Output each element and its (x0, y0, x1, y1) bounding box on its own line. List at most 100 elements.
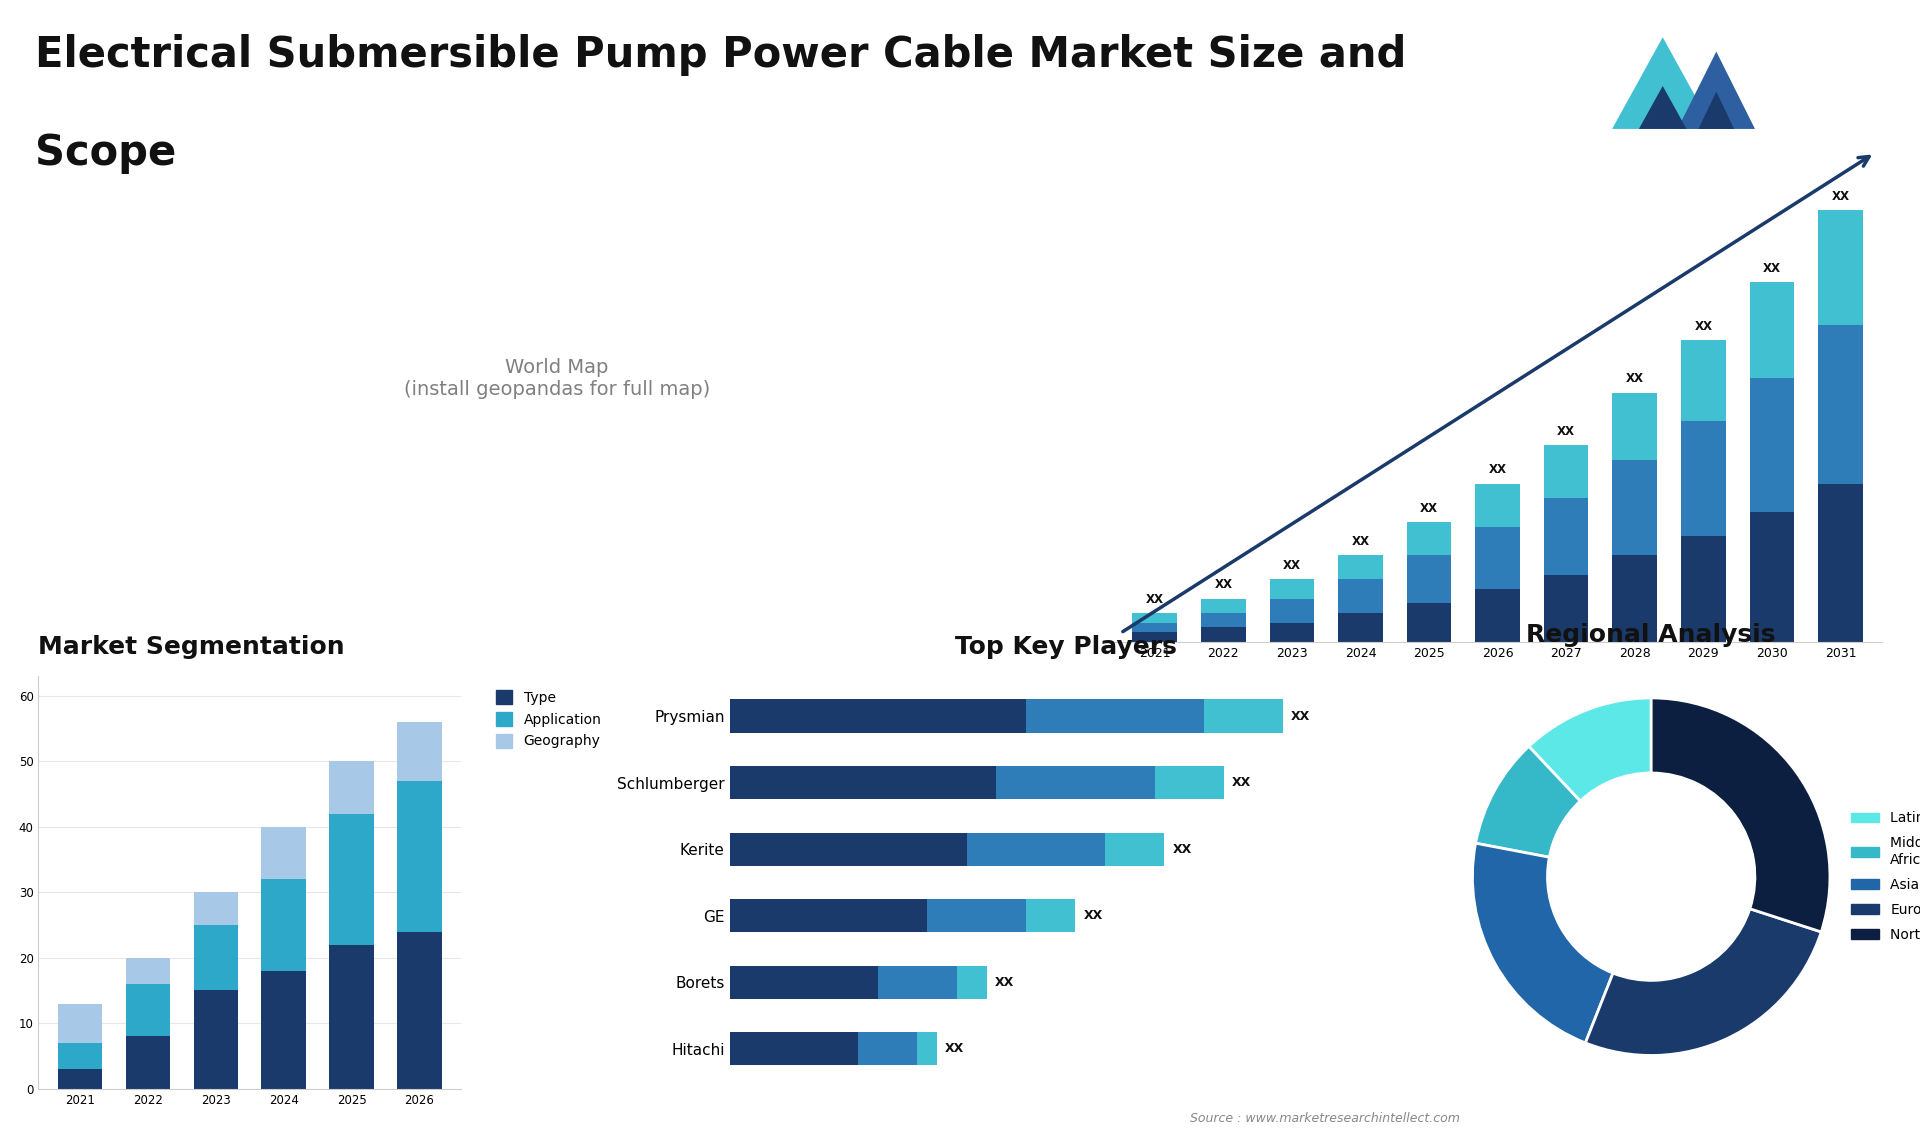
Bar (1407, 604, 1452, 642)
Text: XX: XX (1083, 909, 1102, 923)
Text: XX: XX (995, 975, 1014, 989)
Bar (1133, 613, 1177, 622)
Bar (1407, 521, 1452, 556)
Bar (397, 722, 442, 780)
Bar (730, 966, 877, 999)
Bar (1338, 580, 1382, 613)
Bar (1544, 446, 1588, 499)
Bar (1025, 900, 1075, 933)
Text: XX: XX (1626, 372, 1644, 385)
Text: XX: XX (1231, 776, 1250, 790)
Text: XX: XX (1146, 592, 1164, 606)
Bar (730, 832, 968, 865)
Bar (927, 900, 1025, 933)
Bar (730, 766, 996, 799)
Text: Scope: Scope (35, 132, 177, 174)
Wedge shape (1651, 698, 1830, 932)
Bar (58, 1069, 102, 1089)
Bar (1269, 622, 1313, 642)
Text: XX: XX (1421, 502, 1438, 515)
Text: RESEARCH: RESEARCH (1766, 76, 1826, 85)
Bar (877, 966, 956, 999)
Bar (58, 1004, 102, 1043)
Bar (730, 900, 927, 933)
Bar (194, 925, 238, 990)
Bar (1475, 484, 1521, 527)
Bar (261, 826, 305, 879)
Text: INTELLECT: INTELLECT (1766, 99, 1826, 108)
Bar (397, 780, 442, 932)
Text: XX: XX (1283, 559, 1302, 572)
Bar (1613, 393, 1657, 460)
Bar (1202, 598, 1246, 613)
Bar (1106, 832, 1164, 865)
Legend: Latin America, Middle East &
Africa, Asia Pacific, Europe, North America: Latin America, Middle East & Africa, Asi… (1845, 806, 1920, 948)
Text: Top Key Players: Top Key Players (954, 635, 1177, 659)
Bar (194, 990, 238, 1089)
Bar (858, 1033, 918, 1066)
Bar (1544, 574, 1588, 642)
Text: Source : www.marketresearchintellect.com: Source : www.marketresearchintellect.com (1190, 1113, 1461, 1125)
Bar (1475, 589, 1521, 642)
Legend: Type, Application, Geography: Type, Application, Geography (490, 683, 609, 755)
Wedge shape (1476, 746, 1580, 857)
Bar (1818, 325, 1862, 484)
Text: MARKET: MARKET (1766, 53, 1812, 62)
Bar (1202, 613, 1246, 627)
Bar (1154, 766, 1223, 799)
Polygon shape (1699, 92, 1734, 128)
Bar (1749, 378, 1793, 512)
Text: XX: XX (1352, 535, 1369, 548)
Bar (1204, 699, 1283, 732)
Polygon shape (1640, 86, 1686, 128)
Circle shape (1548, 774, 1755, 980)
Wedge shape (1528, 698, 1651, 801)
Text: XX: XX (1763, 262, 1782, 275)
Text: Regional Analysis: Regional Analysis (1526, 623, 1776, 647)
Polygon shape (1678, 52, 1755, 128)
Text: World Map
(install geopandas for full map): World Map (install geopandas for full ma… (403, 358, 710, 399)
Wedge shape (1473, 843, 1613, 1043)
Text: XX: XX (1693, 320, 1713, 332)
Text: XX: XX (1290, 709, 1309, 723)
Bar (1613, 460, 1657, 556)
Bar (1682, 340, 1726, 422)
Bar (261, 971, 305, 1089)
Bar (330, 944, 374, 1089)
Bar (1338, 613, 1382, 642)
Bar (261, 879, 305, 971)
Bar (1475, 527, 1521, 589)
Bar (1133, 622, 1177, 633)
Bar (1682, 422, 1726, 536)
Bar (956, 966, 987, 999)
Bar (1818, 211, 1862, 325)
Wedge shape (1586, 909, 1822, 1055)
Text: XX: XX (1173, 842, 1192, 856)
Text: XX: XX (1832, 190, 1849, 203)
Bar (1749, 512, 1793, 642)
Bar (730, 699, 1025, 732)
Bar (194, 893, 238, 925)
Bar (330, 761, 374, 814)
Bar (730, 1033, 858, 1066)
Bar (1338, 556, 1382, 580)
Bar (968, 832, 1106, 865)
Text: XX: XX (1557, 425, 1574, 438)
Bar (1133, 633, 1177, 642)
Bar (1613, 556, 1657, 642)
Bar (1202, 627, 1246, 642)
Bar (918, 1033, 937, 1066)
Text: Electrical Submersible Pump Power Cable Market Size and: Electrical Submersible Pump Power Cable … (35, 34, 1405, 77)
Bar (1269, 580, 1313, 598)
Bar (1749, 282, 1793, 378)
Bar (1682, 536, 1726, 642)
Bar (1544, 499, 1588, 574)
Bar (58, 1043, 102, 1069)
Text: XX: XX (1213, 579, 1233, 591)
Bar (1269, 598, 1313, 622)
Bar (996, 766, 1154, 799)
Polygon shape (1613, 38, 1713, 128)
Bar (125, 984, 169, 1036)
Bar (1025, 699, 1204, 732)
Text: XX: XX (945, 1042, 964, 1055)
